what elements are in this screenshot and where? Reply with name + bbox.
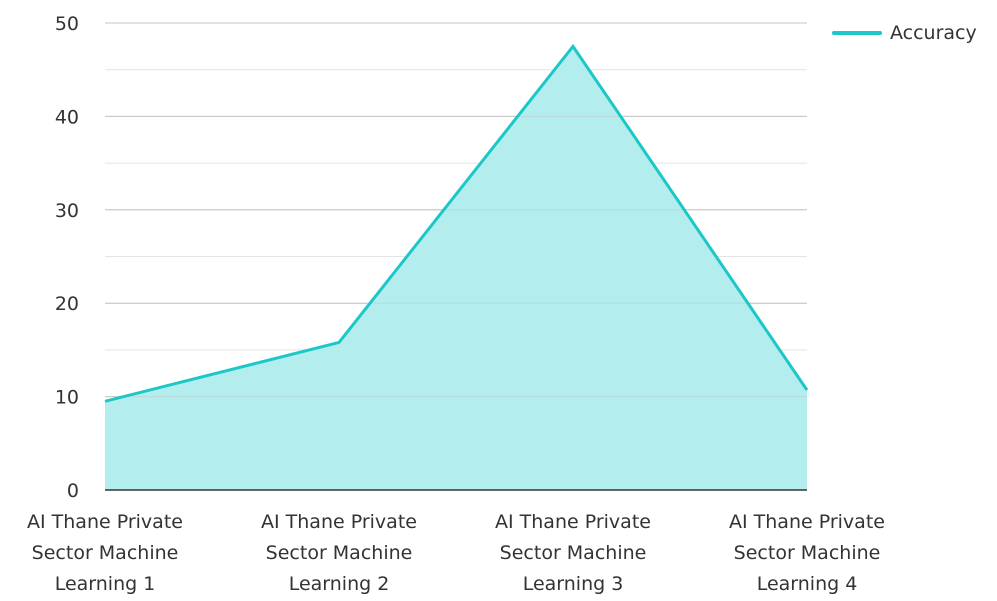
x-tick-label-1: Sector Machine — [32, 542, 179, 564]
x-tick-label-4: Sector Machine — [734, 542, 881, 564]
x-tick-label-1: AI Thane Private — [27, 511, 183, 533]
x-tick-label-2: AI Thane Private — [261, 511, 417, 533]
y-tick-label: 30 — [55, 200, 79, 222]
y-tick-label: 0 — [67, 480, 79, 502]
x-tick-label-2: Sector Machine — [266, 542, 413, 564]
x-tick-label-3: Learning 3 — [523, 573, 624, 595]
x-tick-label-3: AI Thane Private — [495, 511, 651, 533]
y-tick-label: 40 — [55, 106, 79, 128]
x-tick-label-4: Learning 4 — [757, 573, 858, 595]
legend-label-accuracy: Accuracy — [890, 22, 977, 44]
x-tick-label-3: Sector Machine — [500, 542, 647, 564]
x-tick-label-4: AI Thane Private — [729, 511, 885, 533]
legend-swatch-accuracy — [832, 31, 882, 35]
y-tick-label: 50 — [55, 13, 79, 35]
legend: Accuracy — [832, 22, 977, 44]
y-tick-label: 10 — [55, 387, 79, 409]
area-fill-accuracy — [105, 46, 807, 490]
x-tick-label-2: Learning 2 — [289, 573, 390, 595]
x-tick-label-1: Learning 1 — [55, 573, 156, 595]
y-tick-label: 20 — [55, 293, 79, 315]
